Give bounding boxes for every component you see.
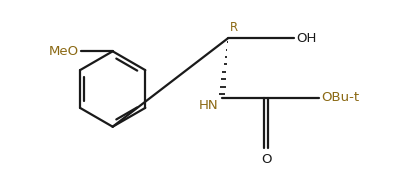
Text: O: O bbox=[261, 153, 272, 166]
Text: OH: OH bbox=[296, 32, 317, 45]
Text: OBu-t: OBu-t bbox=[321, 91, 359, 104]
Text: R: R bbox=[230, 21, 238, 34]
Text: MeO: MeO bbox=[49, 45, 79, 58]
Text: HN: HN bbox=[199, 99, 219, 112]
